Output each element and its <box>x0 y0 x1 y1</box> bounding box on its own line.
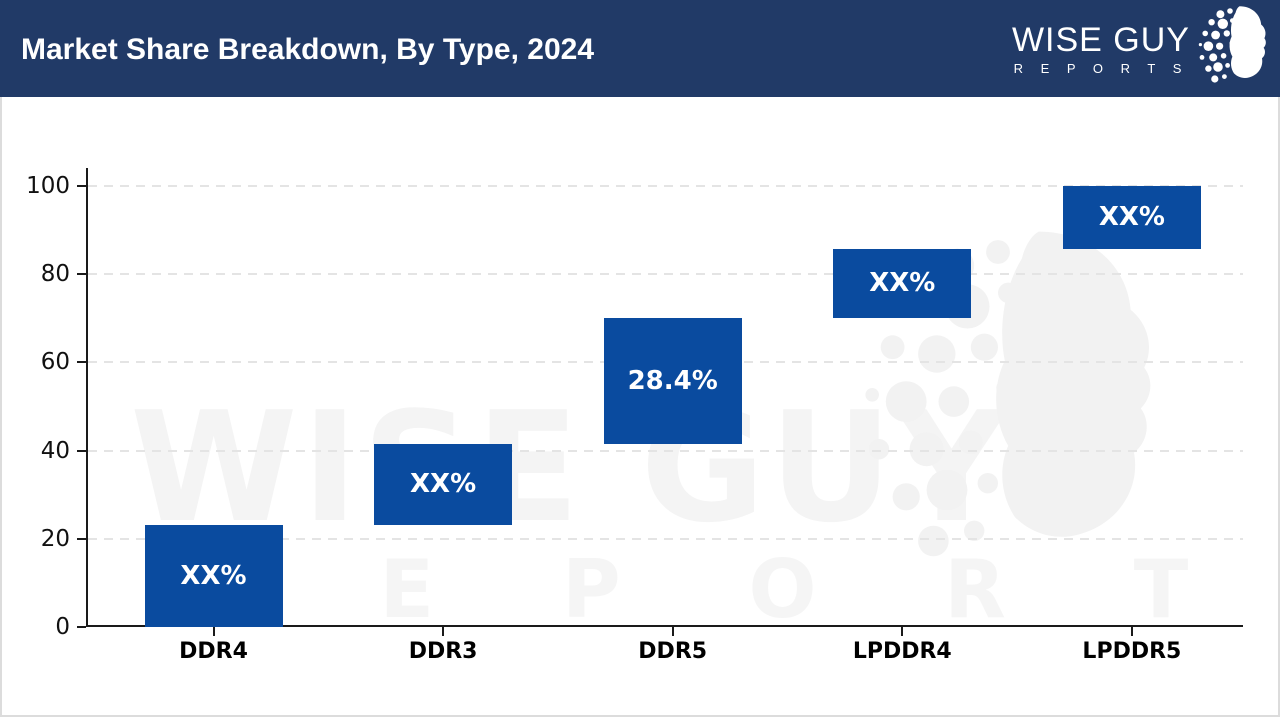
x-tick-label: DDR3 <box>408 639 478 664</box>
gridline <box>88 185 1243 187</box>
y-tick-label: 20 <box>40 525 70 552</box>
gridline <box>88 537 1243 540</box>
gridline <box>88 449 1243 452</box>
logo-text: WISE GUY R E P O R T S <box>1012 22 1190 78</box>
x-tick-mark <box>212 627 215 636</box>
y-tick-mark <box>77 185 86 187</box>
y-tick-mark <box>77 449 86 452</box>
logo-subtext: R E P O R T S <box>1013 61 1189 76</box>
y-tick-label: 0 <box>55 614 70 640</box>
x-tick-label: LPDDR5 <box>1082 639 1182 664</box>
y-tick-label: 100 <box>26 173 70 199</box>
y-tick-label: 80 <box>40 261 70 288</box>
bar: XX% <box>833 248 972 319</box>
page-title: Market Share Breakdown, By Type, 2024 <box>21 33 595 66</box>
gridline <box>88 273 1243 276</box>
wiseguy-logo: WISE GUY R E P O R T S <box>1012 0 1276 97</box>
logo-face-icon <box>1198 6 1266 83</box>
y-tick-label: 40 <box>40 437 70 464</box>
bar: XX% <box>1062 186 1201 249</box>
bar: 28.4% <box>603 318 742 444</box>
bar: XX% <box>144 524 283 627</box>
bar: XX% <box>374 443 513 525</box>
x-tick-mark <box>1130 627 1133 636</box>
x-tick-label: DDR4 <box>179 639 248 664</box>
bar-label: XX% <box>1098 202 1165 233</box>
y-tick-mark <box>77 626 86 628</box>
x-tick-mark <box>671 627 674 636</box>
bar-label: XX% <box>180 560 247 591</box>
x-tick-mark <box>442 627 445 636</box>
header: Market Share Breakdown, By Type, 2024 WI… <box>0 0 1280 97</box>
bar-label: XX% <box>410 469 477 500</box>
x-tick-mark <box>901 627 904 636</box>
logo-wordmark: WISE GUY <box>1011 21 1190 59</box>
x-tick-label: LPDDR4 <box>852 639 952 664</box>
y-tick-label: 60 <box>40 349 70 376</box>
bar-label: XX% <box>869 268 936 299</box>
watermark-subtext: R E P O R T S <box>190 543 1280 636</box>
y-tick-mark <box>77 273 86 276</box>
y-tick-mark <box>77 537 86 540</box>
bar-label: 28.4% <box>627 365 718 396</box>
y-tick-mark <box>77 361 86 364</box>
plot: 0 20 40 60 80 100 XX% DDR4 XX% DDR3 28.4% DDR5 XX% LP… <box>26 168 1243 664</box>
x-tick-label: DDR5 <box>638 639 708 664</box>
